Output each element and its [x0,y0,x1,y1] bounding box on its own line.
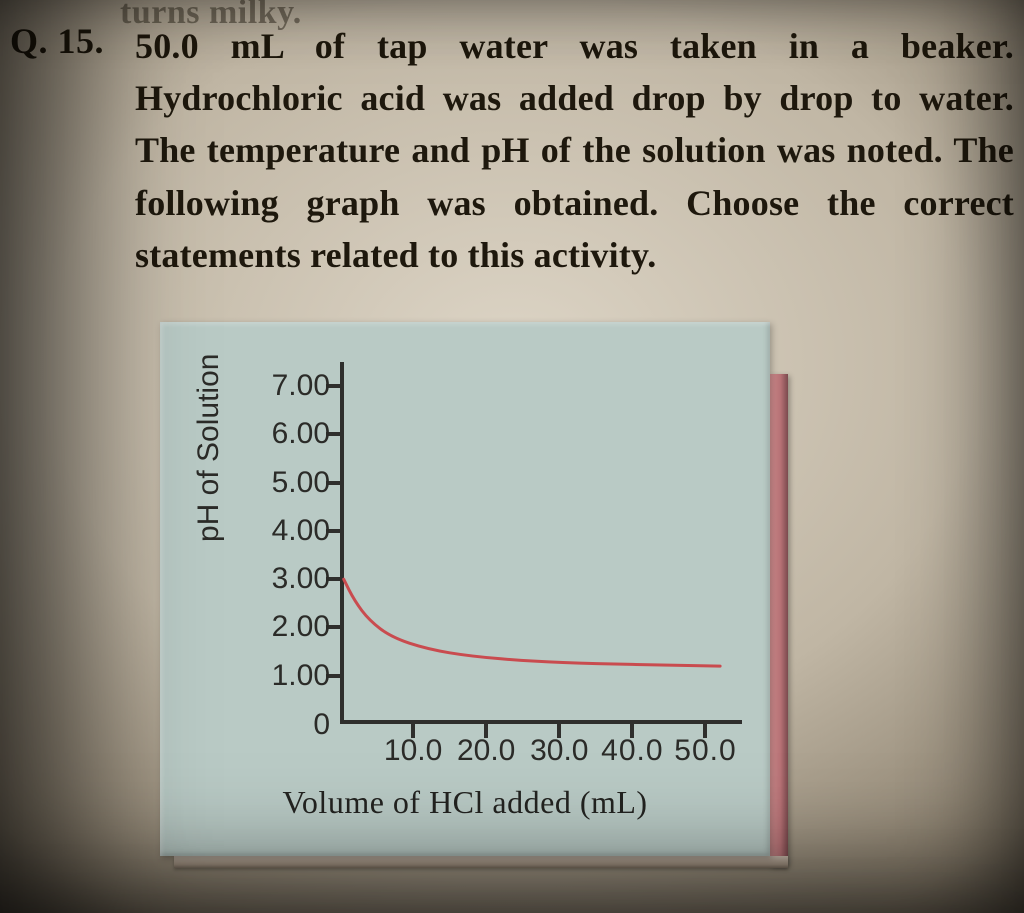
y-axis-title: pH of Solution [192,354,226,542]
x-axis-title: Volume of HCl added (mL) [160,784,770,821]
x-tick-label: 50.0 [674,734,736,768]
y-tick-label: 7.00 [240,369,330,403]
x-tick-label: 40.0 [601,734,663,768]
x-tick-label: 20.0 [457,734,515,768]
question-block: Q. 15. 50.0 mL of tap water was taken in… [10,20,1014,281]
y-tick-label: 2.00 [240,610,330,644]
y-tick-label: 6.00 [240,417,330,451]
x-tick-label: 30.0 [530,734,588,768]
origin-label: 0 [280,708,330,742]
plot-area: 0 7.006.005.004.003.002.001.0010.020.030… [340,362,742,724]
y-tick-label: 4.00 [240,514,330,548]
chart-bottom-bevel [174,856,788,868]
chart-curve [340,362,742,724]
y-tick-label: 1.00 [240,659,330,693]
question-text: 50.0 mL of tap water was taken in a beak… [135,20,1014,281]
page-photo: turns milky. Q. 15. 50.0 mL of tap water… [0,0,1024,913]
y-tick-label: 3.00 [240,562,330,596]
chart-right-bevel [770,374,788,866]
question-label: Q. 15. [10,20,104,62]
chart-panel: pH of Solution 0 7.006.005.004.003.002.0… [160,322,770,856]
y-tick-label: 5.00 [240,466,330,500]
x-tick-label: 10.0 [384,734,442,768]
